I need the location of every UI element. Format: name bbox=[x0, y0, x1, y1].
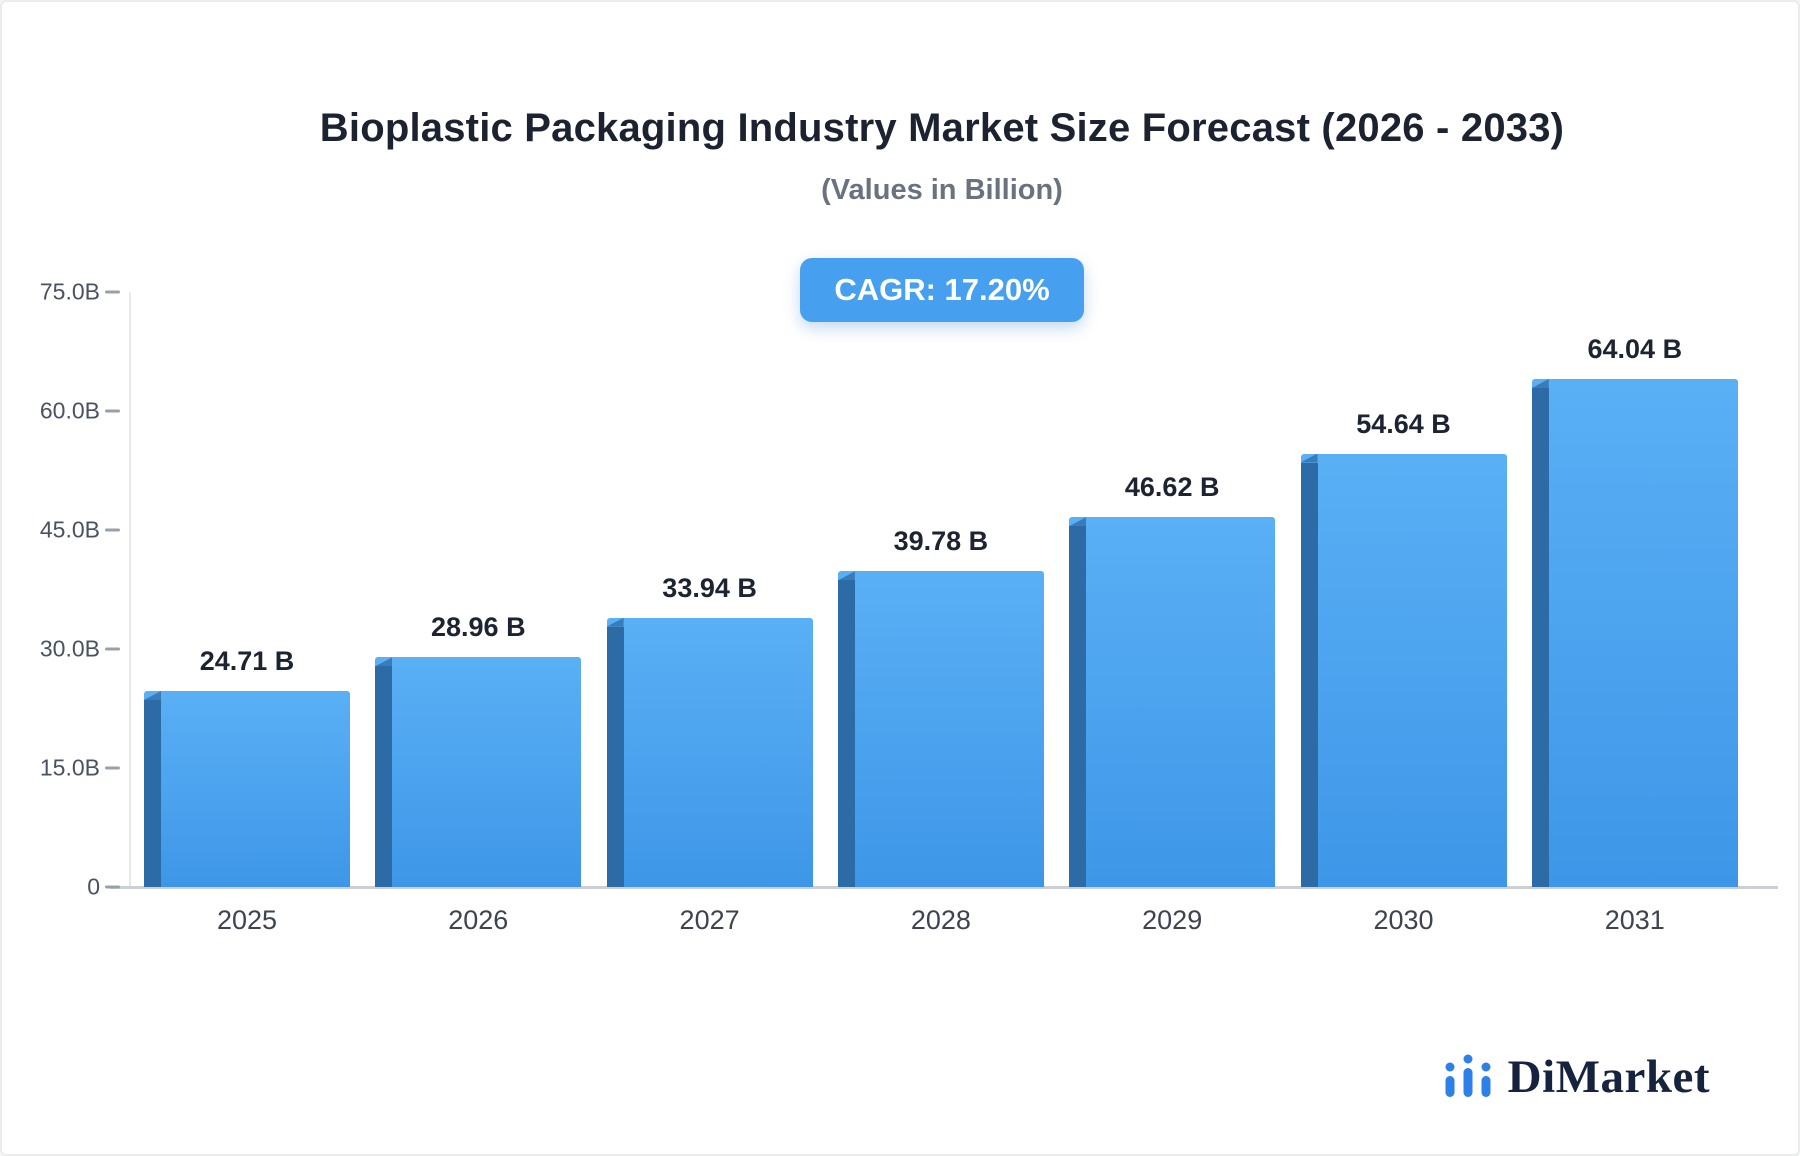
x-axis-label: 2030 bbox=[1373, 905, 1434, 935]
bar bbox=[375, 657, 582, 887]
y-axis-tick-mark bbox=[105, 885, 120, 889]
bar-group: 64.04 B 2031 bbox=[1531, 292, 1738, 935]
bar-group: 24.71 B 2025 bbox=[144, 292, 350, 935]
y-axis-tick-label: 45.0B bbox=[39, 516, 100, 543]
y-axis-tick-mark bbox=[105, 290, 120, 294]
y-axis-tick-mark bbox=[105, 766, 120, 770]
bar-value-label: 64.04 B bbox=[1587, 333, 1683, 364]
bar-group: 39.78 B 2028 bbox=[837, 292, 1044, 935]
bar-value-label: 33.94 B bbox=[662, 572, 757, 603]
y-axis-line bbox=[129, 292, 131, 887]
bar-group: 54.64 B 2030 bbox=[1300, 292, 1507, 935]
bar-value-label: 28.96 B bbox=[431, 612, 526, 643]
x-axis-label: 2027 bbox=[679, 905, 740, 935]
dimarket-logo-text: DiMarket bbox=[1507, 1051, 1710, 1103]
x-axis-label: 2029 bbox=[1142, 905, 1203, 935]
plot-area: 0 15.0B 30.0B 45.0B 60.0B 75.0B 24.71 B 2025 28.… bbox=[40, 279, 1780, 935]
x-axis-label: 2026 bbox=[448, 905, 509, 935]
y-axis-tick-label: 75.0B bbox=[39, 278, 100, 305]
bar-group: 33.94 B 2027 bbox=[606, 292, 813, 935]
x-axis-label: 2028 bbox=[910, 905, 971, 935]
y-axis-tick-mark bbox=[105, 528, 120, 532]
y-axis-tick-label: 60.0B bbox=[39, 397, 100, 424]
x-axis-label: 2025 bbox=[216, 905, 278, 935]
bar bbox=[837, 571, 1044, 887]
x-axis-baseline bbox=[110, 886, 1778, 889]
bar-value-label: 54.64 B bbox=[1356, 408, 1451, 439]
bar bbox=[1300, 453, 1507, 888]
bar bbox=[144, 690, 350, 888]
y-axis-tick-label: 15.0B bbox=[39, 754, 100, 781]
y-axis-tick-mark bbox=[105, 409, 120, 413]
bar bbox=[606, 617, 813, 888]
bar bbox=[1531, 378, 1738, 888]
bar-value-label: 46.62 B bbox=[1124, 472, 1220, 503]
bar-group: 46.62 B 2029 bbox=[1069, 292, 1276, 935]
y-axis-tick-label: 0 bbox=[87, 873, 100, 900]
cagr-badge: CAGR: 17.20% bbox=[800, 258, 1084, 322]
dimarket-logo: DiMarket bbox=[1442, 1050, 1710, 1104]
y-axis-tick-mark bbox=[105, 647, 120, 651]
bar-value-label: 24.71 B bbox=[199, 645, 295, 676]
bar-group: 28.96 B 2026 bbox=[375, 292, 582, 935]
chart-title: Bioplastic Packaging Industry Market Siz… bbox=[319, 106, 1565, 150]
bar bbox=[1069, 517, 1276, 887]
cagr-badge-row: CAGR: 17.20% bbox=[82, 258, 1798, 322]
y-axis-tick-label: 30.0B bbox=[39, 635, 100, 662]
x-axis-label: 2031 bbox=[1604, 905, 1665, 935]
dimarket-logo-icon bbox=[1445, 1054, 1491, 1097]
chart-subtitle: (Values in Billion) bbox=[821, 174, 1063, 206]
bar-value-label: 39.78 B bbox=[893, 526, 989, 557]
